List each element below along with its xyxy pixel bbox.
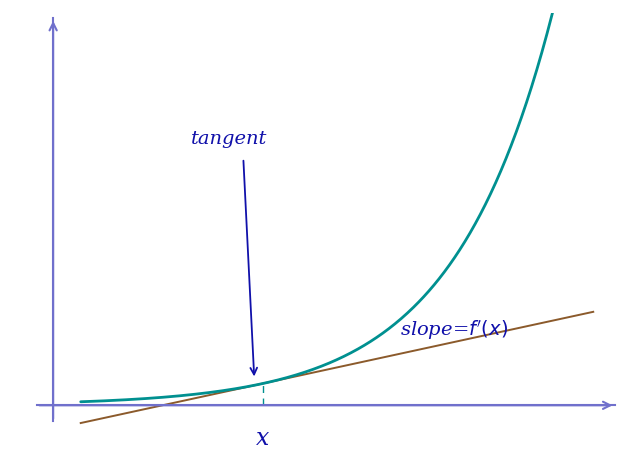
Text: x: x [256,426,269,449]
Text: slope=$f'(x)$: slope=$f'(x)$ [401,318,508,342]
Text: tangent: tangent [191,130,268,148]
